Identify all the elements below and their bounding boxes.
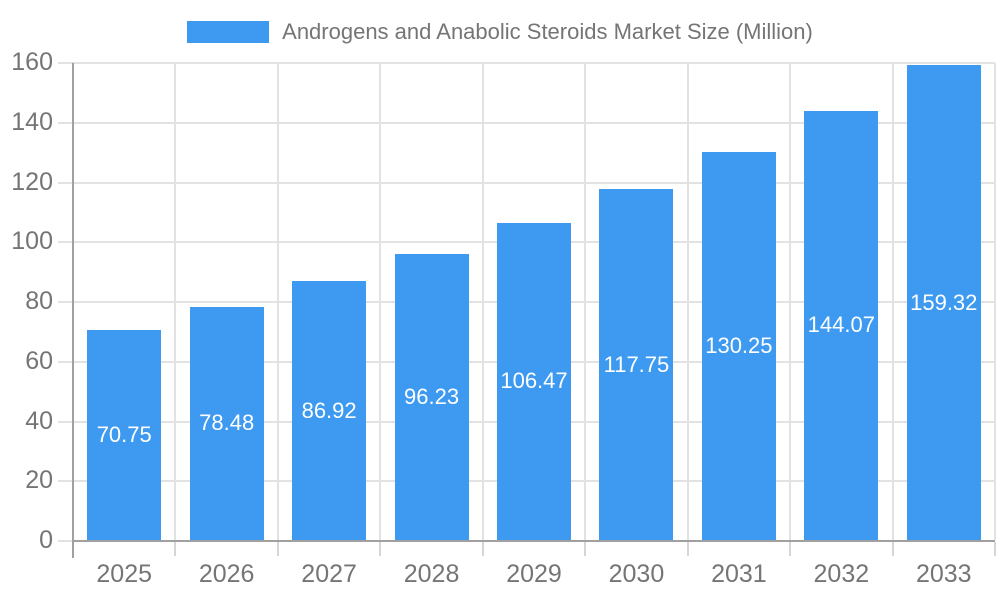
- x-axis-label: 2032: [776, 562, 906, 587]
- y-axis-label-text: 160: [11, 48, 53, 76]
- x-gridline: [891, 63, 894, 540]
- y-tick: [58, 540, 73, 542]
- bar-value-label: 96.23: [404, 383, 460, 409]
- bar-value-label: 106.47: [500, 368, 568, 394]
- x-axis-label-text: 2028: [403, 560, 460, 588]
- x-tick: [174, 542, 177, 556]
- x-tick: [789, 542, 792, 556]
- y-axis-label: 80: [0, 289, 53, 314]
- bar[interactable]: 86.92: [292, 281, 367, 540]
- x-axis-label-text: 2030: [608, 560, 665, 588]
- x-axis-label: 2028: [367, 562, 497, 587]
- y-axis-label: 100: [0, 229, 53, 254]
- x-axis-label-text: 2033: [915, 560, 972, 588]
- x-gridline: [481, 63, 484, 540]
- y-tick: [58, 121, 73, 124]
- bar[interactable]: 96.23: [394, 253, 469, 540]
- bar-value-label: 86.92: [301, 397, 357, 423]
- y-axis-label-text: 40: [25, 406, 53, 435]
- y-tick: [58, 420, 73, 423]
- bar-value-label: 78.48: [199, 410, 255, 436]
- y-tick: [58, 241, 73, 244]
- y-gridline: [73, 62, 995, 64]
- x-gridline: [276, 63, 279, 540]
- legend-swatch: [187, 21, 270, 43]
- x-gridline: [584, 63, 587, 540]
- y-axis-label: 40: [0, 406, 53, 435]
- y-axis-line: [72, 63, 74, 558]
- x-axis-label: 2033: [879, 562, 1000, 587]
- y-tick: [58, 360, 73, 363]
- y-axis-label: 120: [0, 167, 53, 196]
- y-tick: [58, 480, 73, 483]
- x-gridline: [789, 63, 792, 540]
- x-axis-line: [72, 540, 995, 542]
- bar-value-label: 159.32: [910, 289, 978, 315]
- y-axis-label-text: 120: [11, 167, 53, 196]
- x-tick: [584, 542, 587, 556]
- y-axis-label-text: 0: [39, 526, 53, 554]
- x-axis-label: 2026: [162, 562, 292, 587]
- x-axis-label: 2031: [674, 562, 804, 587]
- x-axis-label-text: 2031: [711, 560, 767, 588]
- bar[interactable]: 144.07: [804, 110, 879, 540]
- y-axis-label-text: 60: [25, 346, 53, 375]
- x-axis-label-text: 2025: [96, 560, 153, 588]
- x-tick: [891, 542, 894, 556]
- bar[interactable]: 159.32: [906, 65, 981, 540]
- bar-value-label: 70.75: [96, 421, 152, 447]
- x-tick: [481, 542, 484, 556]
- y-axis-label-text: 100: [11, 227, 53, 256]
- bar[interactable]: 130.25: [701, 151, 776, 540]
- x-axis-label: 2029: [469, 562, 599, 587]
- x-axis-label-text: 2032: [813, 560, 870, 588]
- y-axis-label: 160: [0, 50, 53, 75]
- x-axis-label: 2027: [264, 562, 394, 587]
- x-axis-label-text: 2029: [506, 560, 562, 588]
- x-gridline: [379, 63, 382, 540]
- x-tick: [276, 542, 279, 556]
- x-gridline: [994, 63, 996, 540]
- y-axis-label: 140: [0, 107, 53, 136]
- y-axis-label-text: 80: [25, 287, 53, 315]
- bar-value-label: 117.75: [603, 351, 670, 377]
- x-axis-label-text: 2026: [198, 560, 255, 588]
- y-axis-label: 20: [0, 468, 53, 493]
- y-axis-label-text: 20: [25, 466, 53, 495]
- bar-value-label: 130.25: [705, 332, 773, 358]
- bar[interactable]: 106.47: [497, 222, 571, 540]
- x-axis-label: 2025: [59, 562, 189, 587]
- y-axis-label: 0: [0, 528, 53, 553]
- x-axis-label-text: 2027: [301, 560, 357, 588]
- y-axis-label: 60: [0, 346, 53, 375]
- x-gridline: [686, 63, 689, 540]
- y-gridline: [73, 121, 995, 124]
- bar[interactable]: 78.48: [189, 306, 264, 540]
- y-axis-label-text: 140: [11, 107, 53, 136]
- bar[interactable]: 70.75: [87, 329, 162, 540]
- y-gridline: [73, 181, 995, 184]
- y-tick: [58, 301, 73, 303]
- bar-value-label: 144.07: [807, 312, 875, 338]
- x-tick: [686, 542, 689, 556]
- x-tick: [994, 542, 996, 556]
- x-tick: [379, 542, 382, 556]
- legend-series-label: Androgens and Anabolic Steroids Market S…: [282, 19, 813, 44]
- legend[interactable]: Androgens and Anabolic Steroids Market S…: [0, 19, 1000, 44]
- y-tick: [58, 181, 73, 184]
- x-axis-label: 2030: [571, 562, 701, 587]
- x-gridline: [174, 63, 177, 540]
- bar[interactable]: 117.75: [599, 189, 674, 540]
- y-tick: [58, 62, 73, 64]
